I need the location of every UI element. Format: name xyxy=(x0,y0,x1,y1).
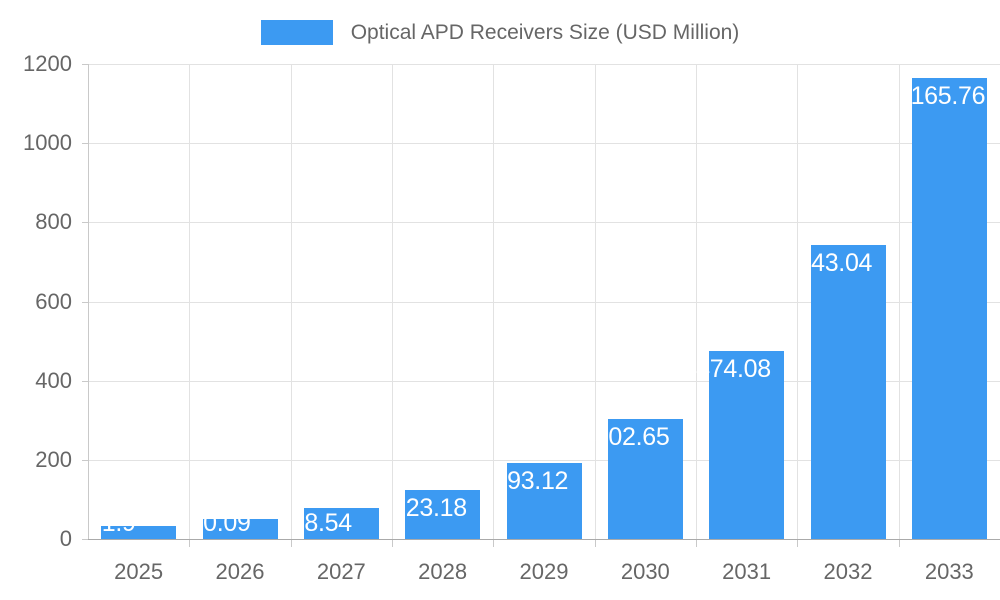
x-axis-tick-label: 2029 xyxy=(519,559,569,584)
x-axis-tick-mark xyxy=(797,540,798,547)
y-axis-tick-mark xyxy=(82,459,88,461)
legend-item-label: Optical APD Receivers Size (USD Million) xyxy=(350,20,740,44)
y-axis-tick-label: 600 xyxy=(35,288,72,314)
gridline-horizontal xyxy=(88,143,1000,145)
gridline-horizontal xyxy=(88,64,1000,65)
legend-item-optical-apd-receivers-size[interactable]: Optical APD Receivers Size (USD Million) xyxy=(260,19,740,45)
x-axis-tick-mark xyxy=(189,540,190,547)
x-axis-tick-label: 2027 xyxy=(316,559,366,584)
y-axis-tick-label: 1200 xyxy=(23,51,72,76)
gridline-vertical xyxy=(797,64,798,539)
bar-value-label: 193.12 xyxy=(493,466,569,495)
bar[interactable] xyxy=(911,77,987,539)
bar[interactable] xyxy=(810,244,886,539)
x-axis-tick-label: 2030 xyxy=(620,559,670,584)
x-axis-tick-mark xyxy=(291,540,292,547)
bar[interactable] xyxy=(202,519,278,539)
bar[interactable] xyxy=(506,462,582,539)
y-axis-tick-label: 400 xyxy=(35,367,72,393)
bar-value-label: 50.09 xyxy=(189,509,251,537)
x-axis-tick-mark xyxy=(392,540,393,547)
x-axis-tick-label: 2026 xyxy=(215,559,265,584)
x-axis-line xyxy=(88,539,1000,540)
y-axis-tick-mark xyxy=(82,539,88,540)
bar-value-label: 302.65 xyxy=(594,423,670,452)
y-axis-tick-mark xyxy=(82,64,88,65)
gridline-vertical xyxy=(493,64,494,539)
bar-value-labels-layer: 31.9 50.09 78.54 123.18 193.12 302.65 474.08 74… xyxy=(88,64,1000,539)
gridline-vertical xyxy=(696,64,697,539)
x-axis-tick-label: 2031 xyxy=(722,559,772,584)
gridline-horizontal xyxy=(88,301,1000,303)
bar[interactable] xyxy=(405,490,481,539)
x-axis-tick-label: 2033 xyxy=(924,559,974,584)
x-axis-tick-label: 2028 xyxy=(418,559,468,584)
y-axis-tick-label: 800 xyxy=(35,209,72,235)
gridline-vertical xyxy=(392,64,393,539)
bar-value-label: 78.54 xyxy=(290,509,352,537)
bar[interactable] xyxy=(607,419,683,539)
chart-legend: Optical APD Receivers Size (USD Million) xyxy=(0,14,1000,50)
gridline-vertical xyxy=(595,64,596,539)
gridline-vertical xyxy=(899,64,900,539)
y-axis-tick-label: 200 xyxy=(35,446,72,472)
bar[interactable] xyxy=(303,507,379,539)
bar[interactable] xyxy=(101,526,177,539)
bar[interactable] xyxy=(709,351,785,539)
bar-value-label: 123.18 xyxy=(392,494,467,523)
gridline-vertical xyxy=(291,64,292,539)
gridline-horizontal xyxy=(88,459,1000,461)
x-axis-tick-mark xyxy=(899,540,900,547)
gridline-vertical xyxy=(189,64,190,539)
y-axis-line xyxy=(88,64,89,540)
bars-layer xyxy=(88,64,1000,539)
x-axis-tick-mark xyxy=(595,540,596,547)
y-axis-tick-label: 1000 xyxy=(23,130,72,156)
vertical-gridlines xyxy=(88,64,1000,539)
bar-value-label: 1165.76 xyxy=(898,81,986,110)
gridline-horizontal xyxy=(88,380,1000,382)
bar-value-label: 743.04 xyxy=(797,248,873,277)
plot-area: 31.9 50.09 78.54 123.18 193.12 302.65 474.08 74… xyxy=(88,64,1000,540)
y-axis-tick-mark xyxy=(82,143,88,145)
y-axis-tick-mark xyxy=(82,222,88,224)
bar-value-label: 31.9 xyxy=(88,509,136,537)
legend-color-swatch-icon xyxy=(260,19,333,45)
x-axis-tick-label: 2032 xyxy=(823,559,873,584)
y-axis-tick-label: 0 xyxy=(59,526,72,551)
x-axis-tick-label: 2025 xyxy=(114,559,164,584)
bar-value-label: 474.08 xyxy=(696,355,771,384)
x-axis-tick-mark xyxy=(696,540,697,547)
y-axis-tick-mark xyxy=(82,380,88,382)
gridline-horizontal xyxy=(88,222,1000,224)
y-axis-tick-mark xyxy=(82,301,88,303)
x-axis-tick-mark xyxy=(493,540,494,547)
